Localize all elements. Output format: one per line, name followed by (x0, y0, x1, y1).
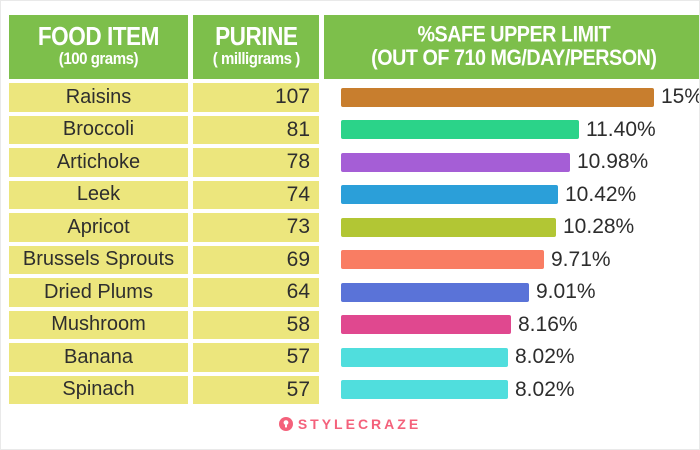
purine-value-cell: 69 (193, 245, 319, 274)
percent-bar (341, 87, 654, 107)
percent-label: 9.71% (551, 247, 611, 271)
percent-bar (341, 282, 529, 302)
food-name-cell: Leek (9, 180, 188, 209)
purine-value-cell: 73 (193, 213, 319, 242)
food-name-cell: Brussels Sprouts (9, 245, 188, 274)
percent-bar-cell: 8.02% (324, 376, 699, 405)
food-name-cell: Raisins (9, 83, 188, 112)
purine-table: FOOD ITEM (100 grams) PURINE ( milligram… (9, 15, 699, 404)
purine-value-cell: 57 (193, 343, 319, 372)
percent-bar-cell: 10.98% (324, 148, 699, 177)
percent-label: 11.40% (586, 117, 656, 141)
brand-name: STYLECRAZE (297, 416, 422, 432)
food-name-cell: Dried Plums (9, 278, 188, 307)
header-food-item-subtitle: (100 grams) (58, 50, 139, 69)
food-name-cell: Banana (9, 343, 188, 372)
percent-label: 8.02% (515, 377, 575, 401)
percent-bar (341, 120, 579, 140)
percent-bar-cell: 8.02% (324, 343, 699, 372)
percent-bar-cell: 8.16% (324, 311, 699, 340)
purine-value-cell: 58 (193, 310, 319, 339)
percent-label: 8.16% (518, 312, 578, 336)
percent-label: 15% (661, 85, 700, 109)
percent-label: 9.01% (536, 280, 596, 304)
header-food-item: FOOD ITEM (100 grams) (9, 15, 188, 79)
stylecraze-logo-icon (278, 417, 293, 431)
percent-bar (341, 315, 511, 335)
percent-bar-cell: 9.01% (324, 278, 699, 307)
food-name-cell: Artichoke (9, 148, 188, 177)
percent-bar (341, 380, 508, 400)
header-purine-subtitle: ( milligrams ) (212, 50, 300, 69)
percent-bar-cell: 15% (324, 83, 700, 112)
food-name-cell: Mushroom (9, 310, 188, 339)
header-purine: PURINE ( milligrams ) (193, 15, 319, 79)
percent-bar-cell: 11.40% (324, 116, 699, 145)
percent-bar-cell: 9.71% (324, 246, 699, 275)
percent-bar (341, 250, 544, 270)
purine-value-cell: 78 (193, 148, 319, 177)
purine-value-cell: 74 (193, 180, 319, 209)
percent-label: 10.42% (565, 182, 637, 206)
header-safe-upper-limit: %SAFE UPPER LIMIT (OUT OF 710 MG/DAY/PER… (324, 15, 699, 79)
header-food-item-title: FOOD ITEM (37, 22, 160, 52)
food-name-cell: Spinach (9, 375, 188, 404)
percent-bar-cell: 10.28% (324, 213, 699, 242)
food-name-cell: Apricot (9, 213, 188, 242)
purine-value-cell: 64 (193, 278, 319, 307)
header-purine-title: PURINE (214, 22, 298, 52)
brand-footer: STYLECRAZE (1, 416, 699, 432)
food-name-cell: Broccoli (9, 115, 188, 144)
percent-label: 10.28% (563, 215, 635, 239)
percent-label: 10.98% (577, 150, 649, 174)
percent-bar (341, 152, 570, 172)
percent-label: 8.02% (515, 345, 575, 369)
purine-value-cell: 57 (193, 375, 319, 404)
percent-bar-cell: 10.42% (324, 181, 699, 210)
purine-value-cell: 81 (193, 115, 319, 144)
purine-value-cell: 107 (193, 83, 319, 112)
header-safe-upper-limit-subtitle: (OUT OF 710 MG/DAY/PERSON) (370, 45, 657, 71)
percent-bar (341, 185, 558, 205)
header-safe-upper-limit-title: %SAFE UPPER LIMIT (417, 22, 610, 48)
percent-bar (341, 217, 556, 237)
percent-bar (341, 347, 508, 367)
